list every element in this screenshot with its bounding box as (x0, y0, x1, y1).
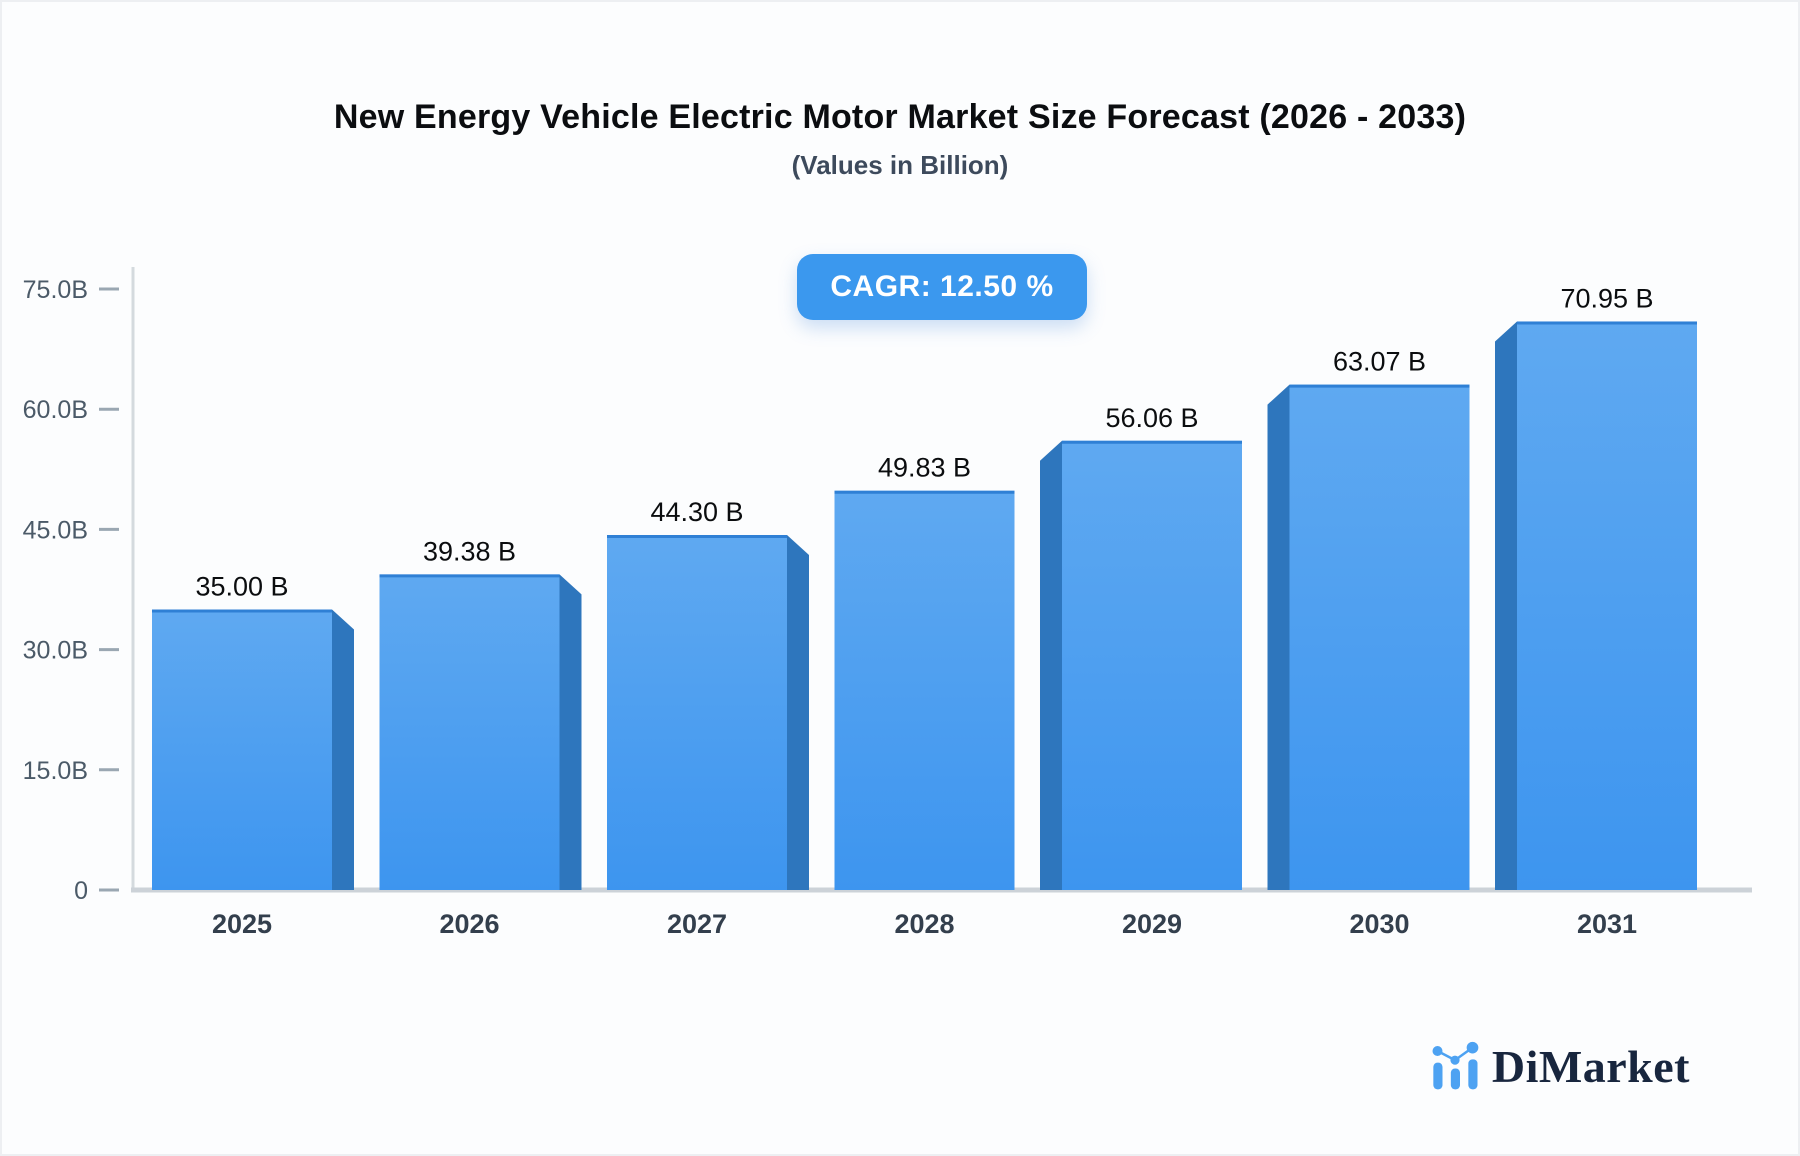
chart-subtitle: (Values in Billion) (791, 150, 1009, 180)
value-label-2031: 70.95 B (1560, 283, 1653, 313)
x-tick-label-2026: 2026 (439, 909, 499, 939)
bar-group-2027: 44.30 B 2027 (607, 497, 809, 939)
value-label-2027: 44.30 B (650, 497, 743, 527)
mini-bar-line-chart-icon (1432, 1041, 1479, 1090)
x-tick-label-2028: 2028 (894, 909, 954, 939)
x-tick-label-2029: 2029 (1122, 909, 1182, 939)
bar-2026[interactable] (379, 574, 560, 890)
bar-side-face-2025 (332, 609, 354, 890)
x-tick-label-2025: 2025 (212, 909, 272, 939)
value-label-2029: 56.06 B (1105, 403, 1198, 433)
value-label-2026: 39.38 B (423, 536, 516, 566)
bar-2027[interactable] (607, 535, 787, 890)
bar-group-2029: 56.06 B 2029 (1040, 403, 1242, 939)
bar-group-2025: 35.00 B 2025 (152, 572, 354, 939)
y-tick-label-30: 30.0B (23, 637, 88, 665)
brand-logo: DiMarket (1430, 1038, 1690, 1094)
cagr-badge-label: CAGR: 12.50 % (830, 270, 1054, 303)
bar-2028[interactable] (834, 490, 1015, 890)
x-tick-label-2031: 2031 (1577, 909, 1637, 939)
x-tick-label-2030: 2030 (1349, 909, 1409, 939)
value-label-2025: 35.00 B (195, 572, 288, 602)
y-tick-label-45: 45.0B (23, 516, 88, 544)
bar-group-2031: 70.95 B 2031 (1495, 283, 1697, 939)
bar-side-face-2031 (1495, 321, 1517, 891)
value-label-2030: 63.07 B (1333, 347, 1426, 377)
y-tick-label-60: 60.0B (23, 396, 88, 424)
value-label-2028: 49.83 B (878, 453, 971, 483)
bar-2031[interactable] (1517, 321, 1697, 891)
brand-logo-text: DiMarket (1491, 1040, 1690, 1092)
bar-group-2030: 63.07 B 2030 (1267, 347, 1470, 939)
y-tick-label-0: 0 (74, 877, 88, 905)
bar-side-face-2027 (787, 535, 809, 890)
x-tick-label-2027: 2027 (667, 909, 727, 939)
bar-2030[interactable] (1289, 384, 1470, 890)
bar-side-face-2029 (1040, 440, 1062, 890)
bar-side-face-2026 (559, 574, 582, 890)
bar-group-2026: 39.38 B 2026 (379, 536, 582, 939)
bar-group-2028: 49.83 B 2028 (834, 453, 1015, 939)
chart-title: New Energy Vehicle Electric Motor Market… (333, 98, 1467, 136)
cagr-badge: CAGR: 12.50 % (797, 254, 1087, 320)
y-tick-label-15: 15.0B (23, 757, 88, 785)
y-tick-label-75: 75.0B (23, 276, 88, 304)
bar-2029[interactable] (1062, 440, 1242, 890)
bar-side-face-2030 (1267, 384, 1290, 890)
bar-2025[interactable] (152, 609, 332, 890)
